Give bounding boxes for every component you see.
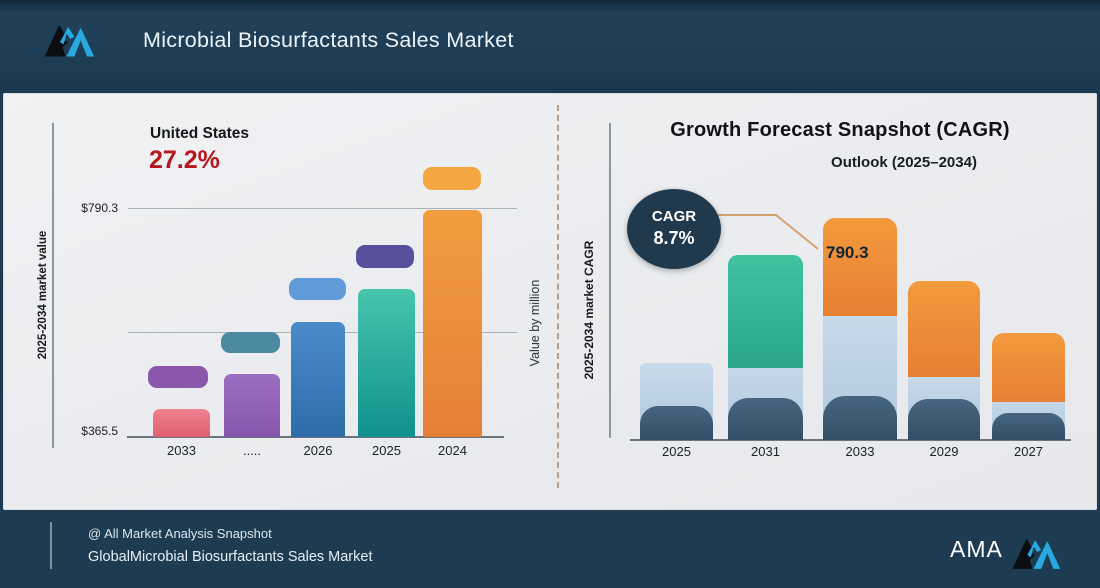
left-y-axis-title: 2025-2034 market value (37, 230, 49, 360)
left-x-axis-label: 2033 (167, 443, 196, 458)
panel-divider (557, 105, 559, 488)
left-bar-cap (356, 245, 414, 268)
left-x-axis (127, 436, 504, 438)
cagr-badge-label: CAGR (651, 208, 697, 226)
footer-brand-text: AMA (950, 536, 1003, 562)
left-gridline-upper (128, 208, 517, 209)
footer-source-line: @ All Market Analysis Snapshot (88, 526, 272, 541)
left-bar (153, 409, 210, 437)
right-x-axis-label: 2025 (662, 444, 691, 459)
right-bar-segment-navy (908, 399, 980, 440)
left-bar (224, 374, 280, 437)
left-x-axis-label: ..... (242, 443, 262, 458)
ama-logo-icon (44, 25, 95, 57)
right-bar-segment-navy (992, 413, 1065, 440)
right-y-axis-title: 2025-2034 market CAGR (582, 240, 596, 380)
right-bar-segment-navy (640, 406, 713, 440)
right-bar-segment-orange (908, 281, 980, 377)
cagr-connector-line (718, 214, 819, 250)
right-bar-segment-navy (728, 398, 803, 440)
left-baseline-label: $365.5 (81, 424, 118, 438)
right-x-axis-label: 2033 (845, 444, 875, 459)
left-x-axis-label: 2026 (303, 443, 333, 458)
footer-ama-logo-icon (1012, 538, 1061, 569)
right-bar-segment-navy (823, 396, 897, 440)
left-y-axis (52, 123, 54, 448)
right-x-axis-label: 2027 (1014, 444, 1043, 459)
right-chart-title: Growth Forecast Snapshot (CAGR) (670, 119, 1010, 141)
left-bar (423, 210, 482, 437)
left-x-axis-label: 2024 (438, 443, 467, 458)
right-x-axis (630, 439, 1071, 441)
footer-divider (50, 522, 52, 569)
left-bar-cap (148, 366, 208, 388)
left-chart-title: United States (150, 125, 250, 142)
right-x-axis-label: 2031 (751, 444, 780, 459)
left-bar-cap (423, 167, 481, 190)
left-bar-cap (221, 332, 280, 353)
value-axis-title: Value by million (528, 279, 542, 367)
header-bar: Microbial Biosurfactants Sales Market (0, 0, 1100, 90)
footer-report-line: GlobalMicrobial Biosurfactants Sales Mar… (88, 549, 373, 565)
right-chart-subtitle: Outlook (2025–2034) (831, 154, 977, 171)
left-gridline-label: $790.3 (81, 201, 118, 215)
page-title: Microbial Biosurfactants Sales Market (143, 28, 514, 52)
footer-bar: @ All Market Analysis Snapshot GlobalMic… (0, 512, 1100, 588)
left-bar-cap (289, 278, 346, 300)
cagr-badge: CAGR 8.7% (627, 189, 721, 269)
bar-data-label: 790.3 (826, 243, 869, 262)
left-bar (358, 289, 415, 437)
left-chart-highlight-value: 27.2% (149, 146, 220, 174)
left-bar (291, 322, 345, 437)
right-y-axis (609, 123, 611, 438)
cagr-badge-value: 8.7% (653, 228, 695, 249)
right-x-axis-label: 2029 (929, 444, 959, 459)
right-bar-segment-teal (728, 255, 803, 368)
right-bar-segment-orange (992, 333, 1065, 402)
left-x-axis-label: 2025 (372, 443, 401, 458)
right-bar-segment-orange (823, 218, 897, 316)
